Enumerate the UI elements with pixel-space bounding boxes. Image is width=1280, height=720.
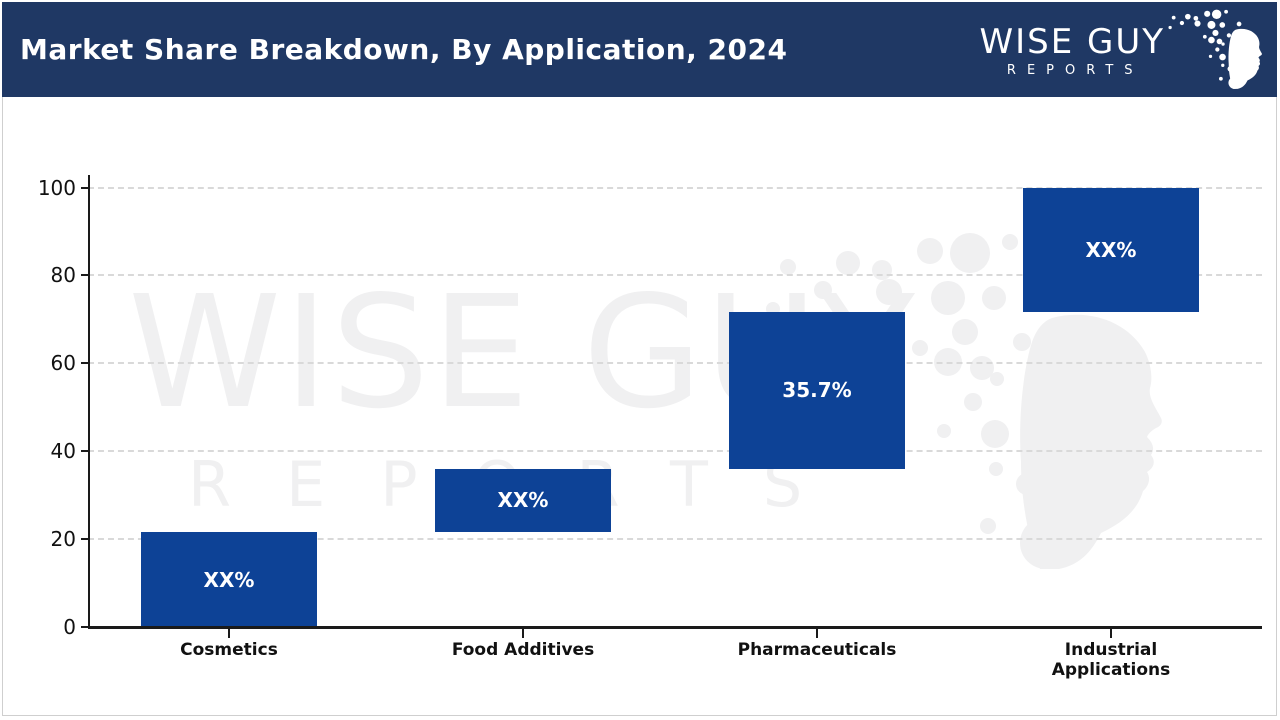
y-tick-0: [81, 626, 89, 628]
logo-reports-label: REPORTS: [1006, 62, 1144, 78]
logo-wiseguy-label: WISE GUY: [979, 21, 1165, 62]
wiseguy-logo: WISE GUY REPORTS: [979, 7, 1277, 92]
page-title: Market Share Breakdown, By Application, …: [20, 33, 788, 66]
bar-value-label: 35.7%: [782, 378, 852, 403]
y-tick-label-80: 80: [50, 263, 76, 288]
y-tick-label-100: 100: [37, 175, 76, 200]
y-tick-label-60: 60: [50, 351, 76, 376]
y-tick-40: [81, 450, 89, 453]
x-tick-4: [1110, 629, 1112, 638]
bar-pharmaceuticals: 35.7%: [729, 311, 905, 469]
category-label-pharmaceuticals: Pharmaceuticals: [737, 640, 897, 660]
category-label-industrial-applications: Industrial Applications: [1051, 640, 1171, 681]
bar-value-label: XX%: [497, 488, 549, 513]
y-axis: [88, 175, 90, 629]
y-tick-20: [81, 538, 89, 541]
logo-text: WISE GUY REPORTS: [979, 22, 1165, 78]
gridline-100: [88, 186, 1262, 189]
y-tick-80: [81, 274, 89, 277]
category-label-food-additives: Food Additives: [451, 640, 595, 660]
y-tick-60: [81, 362, 89, 365]
gridline-40: [88, 450, 1262, 453]
gridline-80: [88, 274, 1262, 277]
y-tick-100: [81, 186, 89, 189]
bar-value-label: XX%: [203, 567, 255, 592]
category-label-cosmetics: Cosmetics: [180, 640, 278, 660]
bar-food-additives: XX%: [435, 468, 611, 533]
y-tick-label-20: 20: [50, 527, 76, 552]
gridline-20: [88, 538, 1262, 541]
x-tick-2: [522, 629, 524, 638]
gridline-60: [88, 362, 1262, 365]
bar-value-label: XX%: [1085, 237, 1137, 262]
x-tick-3: [816, 629, 818, 638]
y-tick-label-40: 40: [50, 439, 76, 464]
header-bar: Market Share Breakdown, By Application, …: [2, 2, 1277, 97]
y-tick-label-0: 0: [63, 615, 76, 639]
wiseguy-face-icon: [1167, 7, 1271, 92]
x-tick-1: [228, 629, 230, 638]
bar-cosmetics: XX%: [141, 532, 317, 627]
x-axis: [88, 626, 1262, 629]
bar-industrial-applications: XX%: [1023, 187, 1199, 312]
